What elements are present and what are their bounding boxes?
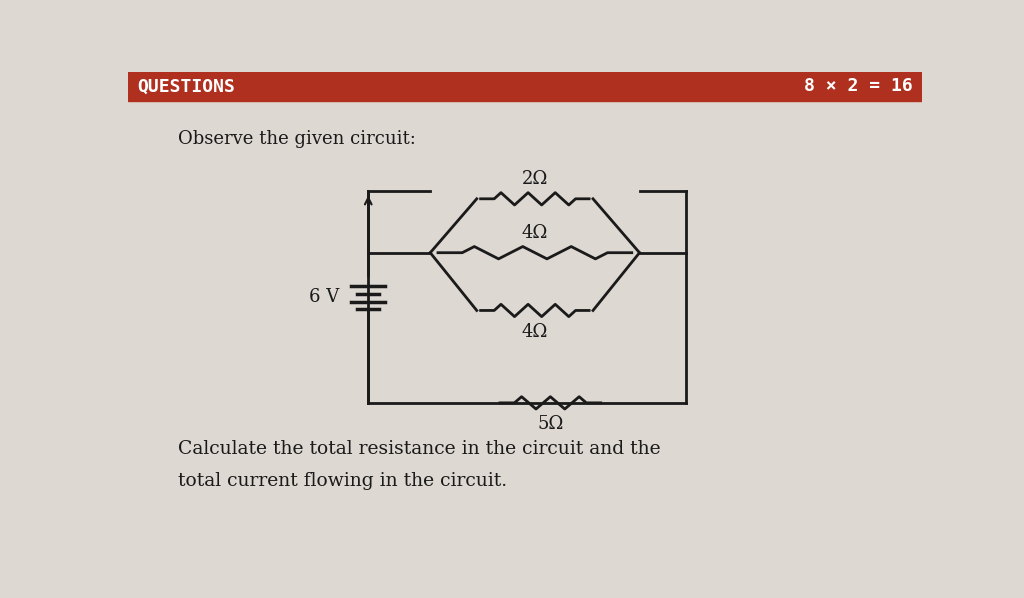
Text: QUESTIONS: QUESTIONS xyxy=(137,77,236,96)
Text: 4Ω: 4Ω xyxy=(521,323,548,341)
Text: total current flowing in the circuit.: total current flowing in the circuit. xyxy=(178,472,508,490)
Bar xyxy=(128,72,922,101)
Text: Observe the given circuit:: Observe the given circuit: xyxy=(178,130,416,148)
Text: 4Ω: 4Ω xyxy=(521,224,548,242)
Text: 2Ω: 2Ω xyxy=(521,170,548,188)
Text: Calculate the total resistance in the circuit and the: Calculate the total resistance in the ci… xyxy=(178,440,662,458)
Text: 6 V: 6 V xyxy=(308,288,339,306)
Text: 5Ω: 5Ω xyxy=(538,415,563,433)
Text: 8 × 2 = 16: 8 × 2 = 16 xyxy=(804,77,912,96)
